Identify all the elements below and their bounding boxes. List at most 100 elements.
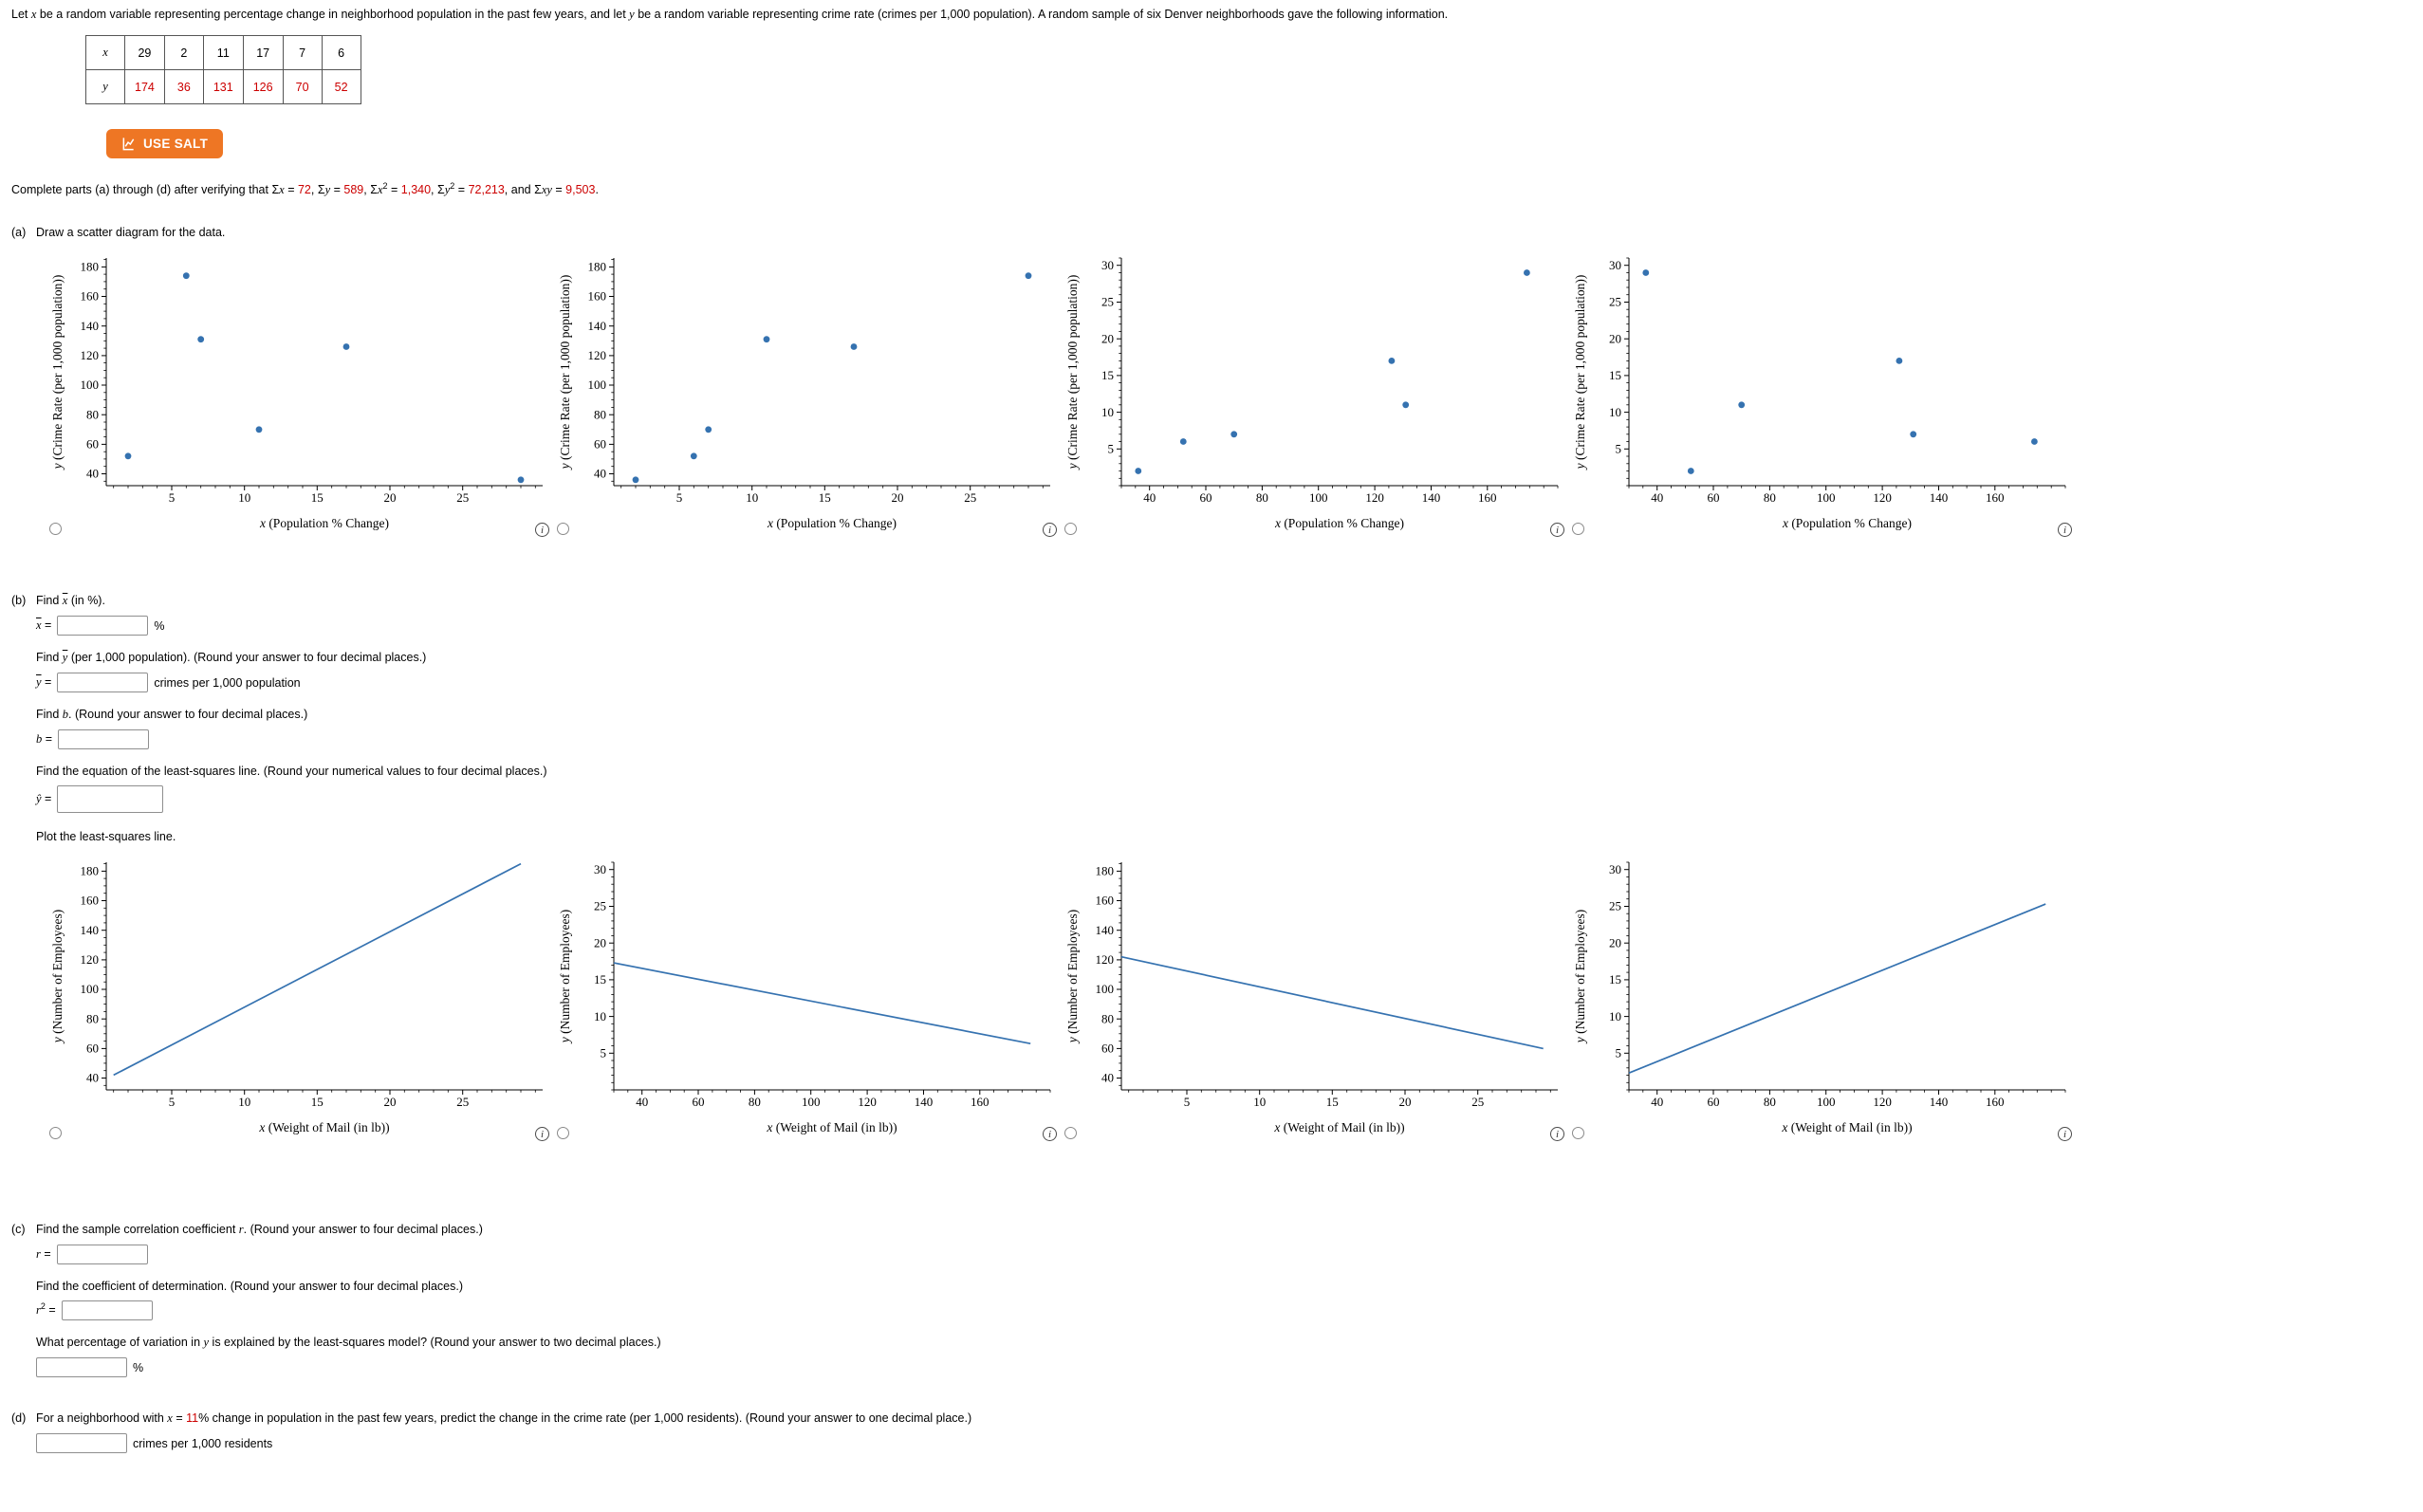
svg-text:60: 60	[1708, 1095, 1720, 1109]
scatter-option-3-radio[interactable]	[1064, 523, 1077, 535]
svg-text:20: 20	[1399, 1095, 1412, 1109]
svg-text:y (Number of Employees): y (Number of Employees)	[50, 910, 65, 1045]
scatter-option-3-info-icon[interactable]: i	[1550, 523, 1564, 537]
svg-text:160: 160	[1986, 1095, 2005, 1109]
svg-text:100: 100	[588, 378, 607, 392]
b-input[interactable]	[58, 729, 150, 749]
r-input[interactable]	[56, 1245, 148, 1264]
b-answer-row: b =	[36, 729, 2412, 749]
scatter-option-4-radio[interactable]	[1572, 523, 1584, 535]
variation-percent-input[interactable]	[36, 1357, 127, 1377]
svg-text:15: 15	[1101, 368, 1114, 382]
svg-text:140: 140	[81, 923, 100, 937]
svg-text:100: 100	[1817, 1095, 1836, 1109]
part-a-label: (a)	[11, 226, 27, 239]
prediction-input[interactable]	[36, 1433, 127, 1453]
svg-text:80: 80	[86, 1011, 99, 1025]
svg-text:10: 10	[238, 1095, 250, 1109]
svg-text:180: 180	[81, 260, 100, 274]
part-a: (a) Draw a scatter diagram for the data.…	[11, 226, 2412, 552]
svg-text:100: 100	[81, 378, 100, 392]
svg-text:40: 40	[1143, 490, 1156, 505]
line-chart-2: 40 60 80 100 120 140 160 5 10 15 20 25 30 x (Weight o…	[558, 861, 1051, 1134]
ybar-input[interactable]	[57, 673, 149, 692]
line-option-1-radio[interactable]	[49, 1127, 62, 1139]
svg-text:25: 25	[456, 490, 469, 505]
svg-text:160: 160	[1986, 490, 2005, 505]
scatter-option-2-radio[interactable]	[557, 523, 569, 535]
svg-text:100: 100	[802, 1095, 821, 1109]
svg-text:y (Number of Employees): y (Number of Employees)	[1573, 910, 1587, 1045]
y-value-cell: 131	[202, 69, 244, 104]
svg-text:y (Crime Rate (per 1,000 popul: y (Crime Rate (per 1,000 population))	[558, 275, 572, 471]
svg-text:40: 40	[86, 467, 99, 481]
find-r-prompt: Find the sample correlation coefficient …	[36, 1223, 483, 1236]
line-option-2-info-icon[interactable]: i	[1043, 1127, 1057, 1141]
svg-text:y (Number of Employees): y (Number of Employees)	[1065, 910, 1080, 1045]
variation-answer-row: %	[36, 1357, 2412, 1377]
line-chart-1: 5 10 15 20 25 40 60 80 100 120 140 160 180 x (Weight …	[50, 862, 543, 1134]
svg-text:15: 15	[1609, 972, 1621, 986]
scatter-option-1-radio[interactable]	[49, 523, 62, 535]
y-value-cell: 36	[163, 69, 204, 104]
svg-text:25: 25	[594, 899, 606, 913]
xbar-unit: %	[154, 618, 165, 633]
svg-text:30: 30	[1101, 258, 1114, 272]
svg-text:25: 25	[1609, 899, 1621, 913]
svg-text:10: 10	[746, 490, 758, 505]
prediction-unit: crimes per 1,000 residents	[133, 1436, 273, 1450]
line-option-2: 40 60 80 100 120 140 160 5 10 15 20 25 30 x (Weight o…	[555, 851, 1063, 1156]
svg-text:80: 80	[1764, 1095, 1776, 1109]
scatter-chart-4: 40 60 80 100 120 140 160 5 10 15 20 25 30 x (Populati…	[1573, 257, 2066, 530]
part-b: (b) Find x (in %). x = % Find y (per 1,0…	[11, 594, 2412, 1156]
svg-text:60: 60	[1708, 490, 1720, 505]
svg-text:100: 100	[1096, 982, 1115, 996]
x-value-cell: 7	[282, 35, 323, 70]
line-option-4-info-icon[interactable]: i	[2058, 1127, 2072, 1141]
scatter-option-4-info-icon[interactable]: i	[2058, 523, 2072, 537]
use-salt-button[interactable]: USE SALT	[106, 129, 224, 158]
xbar-answer-row: x = %	[36, 616, 2412, 636]
line-chart-3: 5 10 15 20 25 40 60 80 100 120 140 160 180 x (Weight …	[1065, 862, 1558, 1134]
y-value-cell: 70	[282, 69, 323, 104]
svg-text:140: 140	[1930, 490, 1949, 505]
assignment-page: Let x be a random variable representing …	[11, 8, 2412, 1453]
svg-text:40: 40	[636, 1095, 648, 1109]
y-value-cell: 52	[321, 69, 361, 104]
scatter-option-2-info-icon[interactable]: i	[1043, 523, 1057, 537]
svg-text:80: 80	[594, 407, 606, 421]
line-option-1-info-icon[interactable]: i	[535, 1127, 549, 1141]
svg-text:y (Crime Rate (per 1,000 popul: y (Crime Rate (per 1,000 population))	[50, 275, 65, 471]
svg-text:5: 5	[676, 490, 683, 505]
x-value-cell: 17	[242, 35, 284, 70]
sigma-x-value: 72	[297, 183, 311, 196]
line-option-3-radio[interactable]	[1064, 1127, 1077, 1139]
svg-text:140: 140	[915, 1095, 934, 1109]
scatter-option-1-info-icon[interactable]: i	[535, 523, 549, 537]
line-option-4-radio[interactable]	[1572, 1127, 1584, 1139]
line-option-2-radio[interactable]	[557, 1127, 569, 1139]
svg-text:160: 160	[81, 894, 100, 908]
svg-text:100: 100	[1817, 490, 1836, 505]
svg-text:15: 15	[311, 490, 324, 505]
svg-text:40: 40	[86, 1071, 99, 1085]
svg-text:15: 15	[311, 1095, 324, 1109]
find-r-squared-prompt: Find the coefficient of determination. (…	[36, 1280, 463, 1293]
r-answer-row: r =	[36, 1245, 2412, 1264]
r-squared-input[interactable]	[61, 1300, 153, 1320]
yhat-equation-input[interactable]	[57, 785, 164, 813]
svg-text:160: 160	[1096, 894, 1115, 908]
svg-text:y (Number of Employees): y (Number of Employees)	[558, 910, 572, 1045]
svg-text:10: 10	[594, 1009, 606, 1023]
xbar-input[interactable]	[57, 616, 149, 636]
part-b-label: (b)	[11, 594, 27, 607]
svg-text:120: 120	[588, 348, 607, 362]
plot-line-prompt: Plot the least-squares line.	[36, 830, 176, 843]
line-option-3-info-icon[interactable]: i	[1550, 1127, 1564, 1141]
svg-text:20: 20	[1101, 331, 1114, 345]
svg-text:80: 80	[749, 1095, 761, 1109]
svg-text:5: 5	[169, 490, 176, 505]
scatter-chart-2: 5 10 15 20 25 40 60 80 100 120 140 160 180 x (Populat…	[558, 258, 1050, 530]
find-b-prompt: Find b. (Round your answer to four decim…	[36, 708, 308, 721]
svg-text:180: 180	[1096, 864, 1115, 878]
